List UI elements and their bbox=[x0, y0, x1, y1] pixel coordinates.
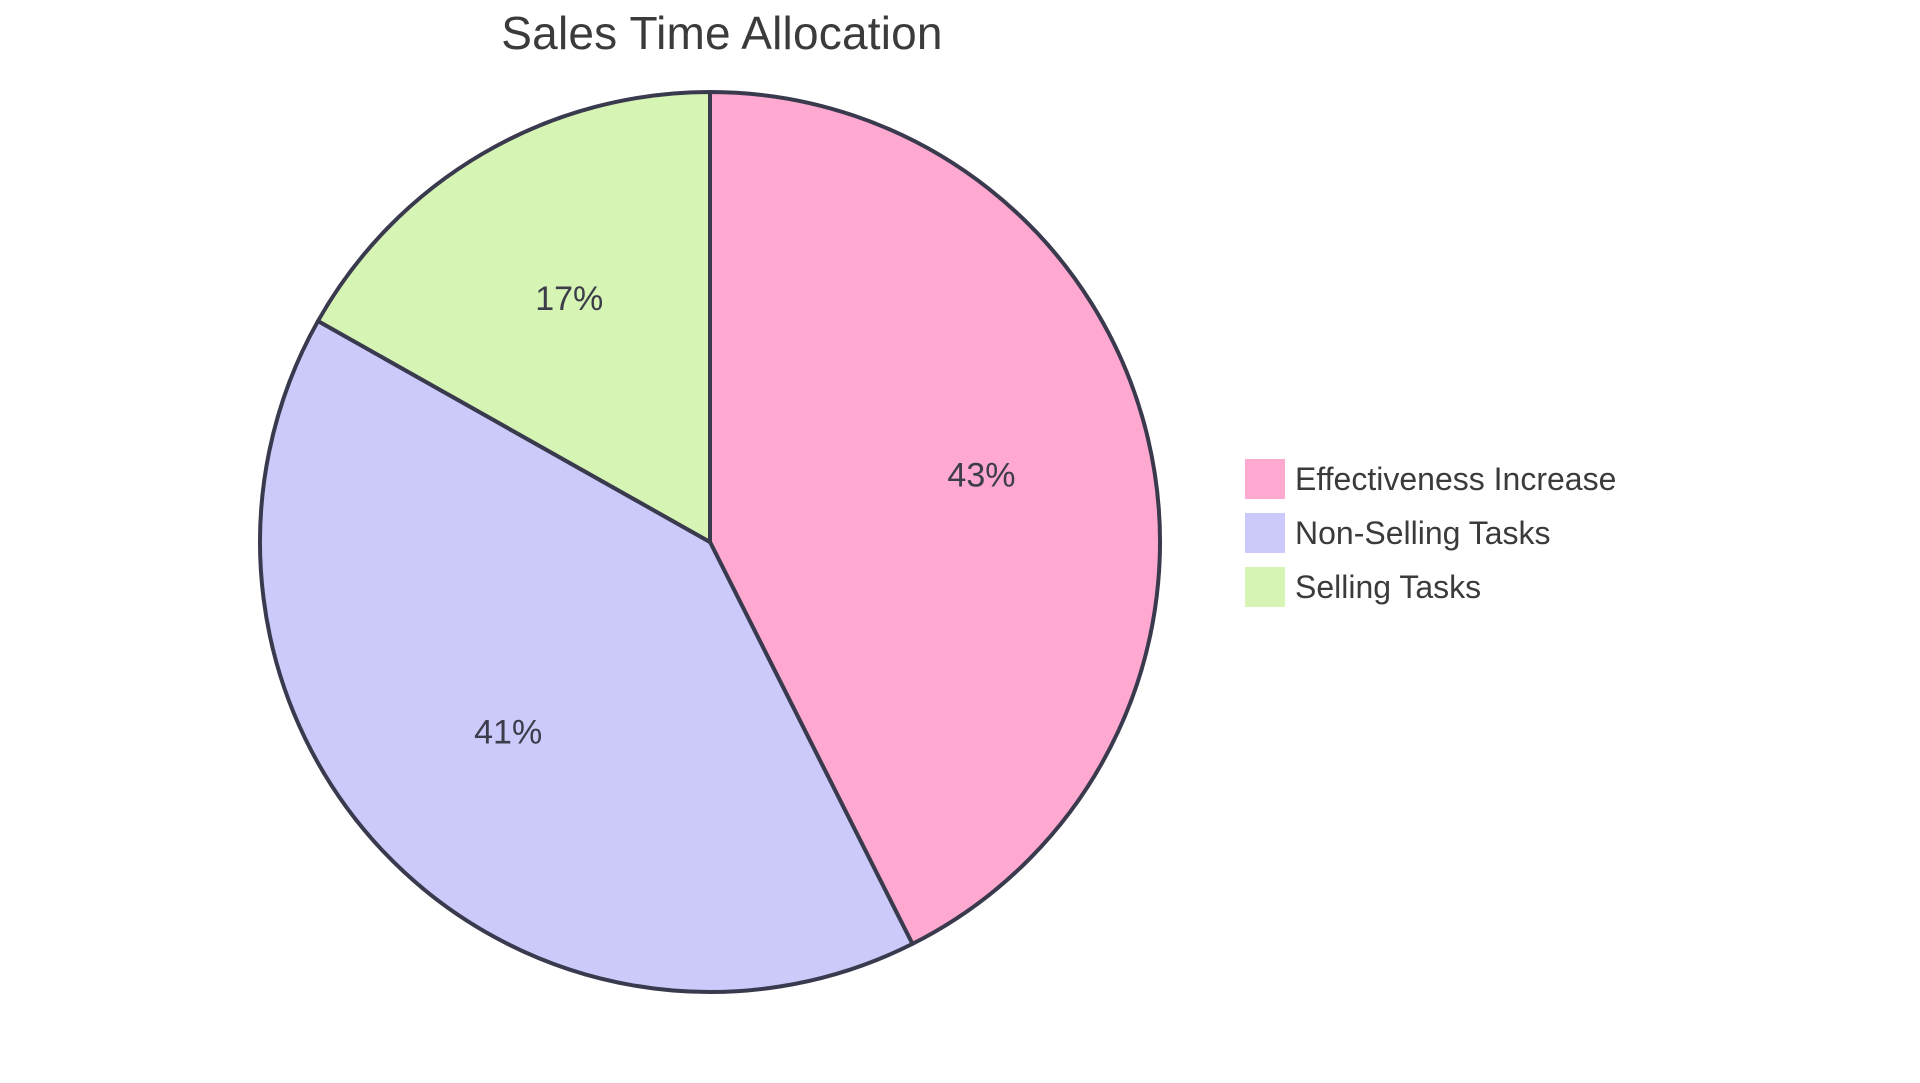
pie-slice-labels: 43% 41% 17% bbox=[474, 280, 1015, 752]
pie-slice-selling-tasks[interactable] bbox=[315, 90, 712, 544]
legend-item-non-selling-tasks[interactable]: Non-Selling Tasks bbox=[1245, 506, 1725, 560]
legend-swatch-icon bbox=[1245, 459, 1285, 499]
pie-slice-non-selling-tasks[interactable] bbox=[258, 319, 915, 994]
legend-swatch-icon bbox=[1245, 567, 1285, 607]
pie-slices bbox=[258, 90, 1162, 994]
legend-swatch-icon bbox=[1245, 513, 1285, 553]
pie-slice-label-selling-tasks: 17% bbox=[535, 280, 603, 318]
legend-item-label: Non-Selling Tasks bbox=[1295, 515, 1551, 551]
legend-item-label: Selling Tasks bbox=[1295, 569, 1482, 605]
legend-item-effectiveness-increase[interactable]: Effectiveness Increase bbox=[1245, 452, 1725, 506]
legend-item-selling-tasks[interactable]: Selling Tasks bbox=[1245, 560, 1725, 614]
chart-legend: Effectiveness Increase Non-Selling Tasks… bbox=[1245, 452, 1725, 614]
pie-slice-effectiveness-increase[interactable] bbox=[708, 90, 1162, 946]
chart-title: Sales Time Allocation bbox=[501, 7, 943, 59]
pie-slice-label-non-selling-tasks: 41% bbox=[474, 714, 542, 752]
legend-item-label: Effectiveness Increase bbox=[1295, 461, 1617, 497]
pie-slice-label-effectiveness-increase: 43% bbox=[947, 456, 1015, 494]
